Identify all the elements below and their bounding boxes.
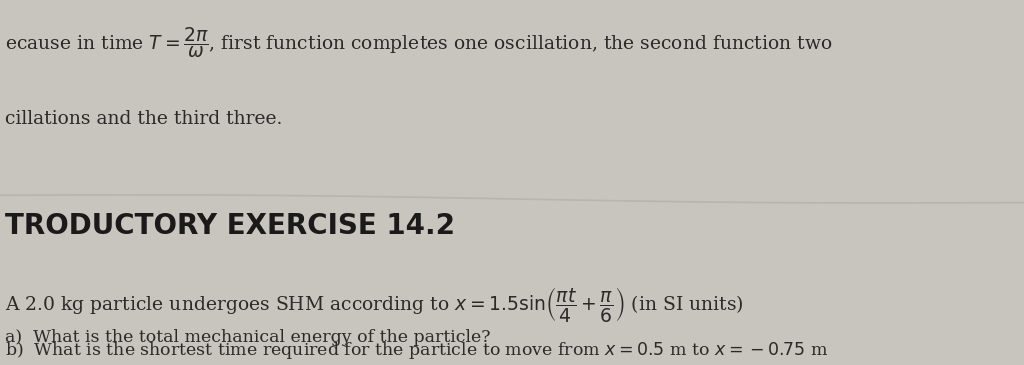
Text: ecause in time $T = \dfrac{2\pi}{\omega}$, first function completes one oscillat: ecause in time $T = \dfrac{2\pi}{\omega}… [5, 26, 833, 61]
Text: b)  What is the shortest time required for the particle to move from $x = 0.5$ m: b) What is the shortest time required fo… [5, 340, 828, 361]
Text: cillations and the third three.: cillations and the third three. [5, 110, 283, 127]
Text: TRODUCTORY EXERCISE 14.2: TRODUCTORY EXERCISE 14.2 [5, 212, 455, 240]
Text: a)  What is the total mechanical energy of the particle?: a) What is the total mechanical energy o… [5, 328, 490, 346]
Text: A 2.0 kg particle undergoes SHM according to $x = 1.5\sin\!\left(\dfrac{\pi t}{4: A 2.0 kg particle undergoes SHM accordin… [5, 285, 743, 324]
